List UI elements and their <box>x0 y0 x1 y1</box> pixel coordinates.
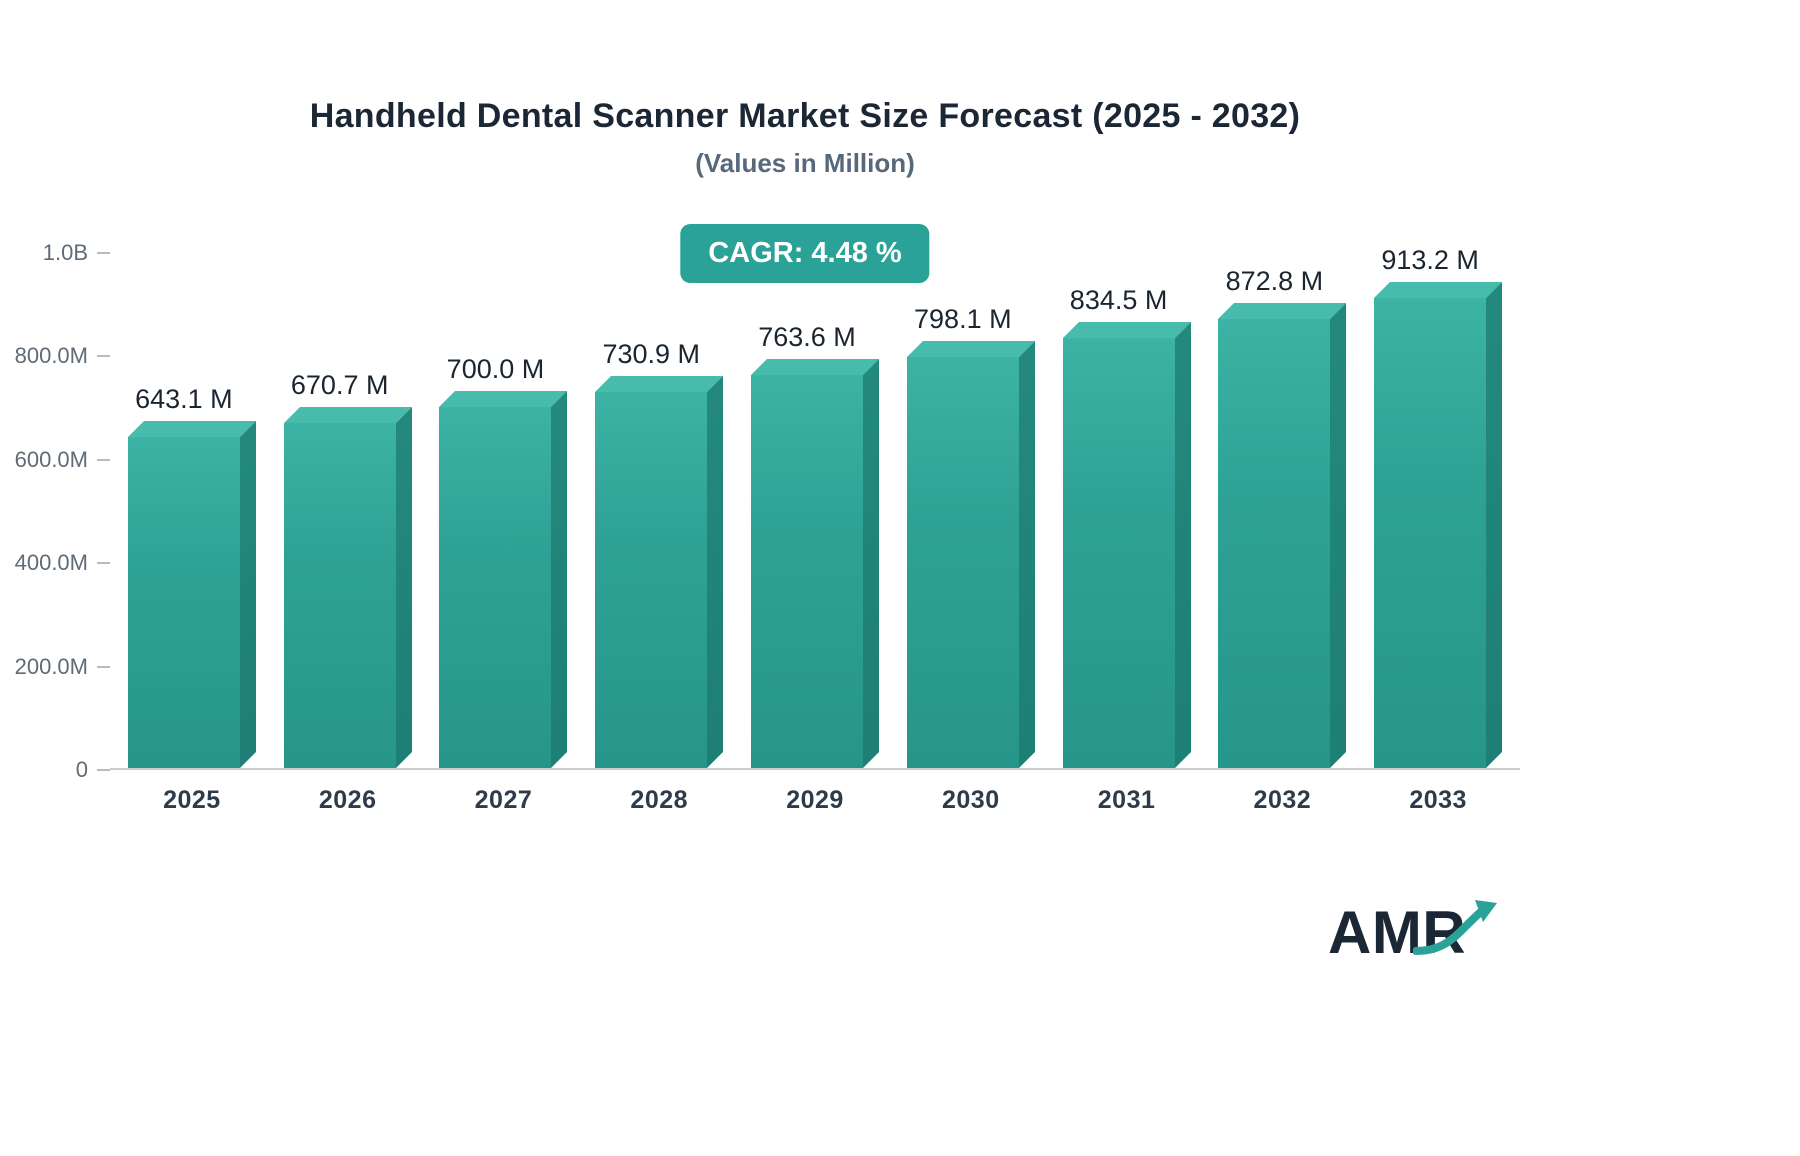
chart-subtitle: (Values in Million) <box>695 148 915 178</box>
bar-top-face <box>1374 282 1503 298</box>
x-axis-label-2027: 2027 <box>474 786 533 814</box>
bar-group-2029: 763.6 M <box>737 322 893 768</box>
bar-2027: 700.0 M <box>439 354 568 768</box>
bar-group-2026: 670.7 M <box>270 370 426 768</box>
bar-side-face <box>239 421 256 768</box>
bar-side-face <box>1174 322 1191 768</box>
y-tick-1.0B: 1.0B <box>43 240 110 266</box>
chart-title: Handheld Dental Scanner Market Size Fore… <box>309 97 1301 135</box>
y-tick-600.0M: 600.0M <box>15 447 110 473</box>
y-tick-label: 800.0M <box>14 343 88 369</box>
bar-group-2027: 700.0 M <box>426 354 582 768</box>
bar-value-label: 834.5 M <box>1069 285 1168 315</box>
bar-value-label: 798.1 M <box>914 304 1012 334</box>
x-axis-labels: 2025 2026 2027 2028 2029 2030 2031 2032 2033 <box>110 786 1520 815</box>
y-tick-mark <box>97 562 110 565</box>
y-tick-400.0M: 400.0M <box>15 550 110 576</box>
bar-side-face <box>863 359 880 768</box>
bar-value-label: 763.6 M <box>758 322 856 352</box>
bar-value-label: 730.9 M <box>602 339 701 369</box>
bar-top-face <box>127 421 256 437</box>
bar-front-face <box>127 437 240 768</box>
amr-logo-text: AMR <box>1328 899 1467 966</box>
x-axis-label-2026: 2026 <box>318 786 377 814</box>
bar-front-face <box>751 375 864 768</box>
bar-value-label: 700.0 M <box>446 354 545 384</box>
y-tick-label: 0 <box>75 757 88 782</box>
x-axis-label-2033: 2033 <box>1409 786 1467 814</box>
bar-2025: 643.1 M <box>127 384 256 768</box>
bar-2033: 913.2 M <box>1374 245 1503 768</box>
bar-front-face <box>1062 338 1175 768</box>
bar-front-face <box>439 407 552 768</box>
bar-value-label: 670.7 M <box>290 370 389 400</box>
y-tick-label: 600.0M <box>14 446 88 472</box>
y-tick-800.0M: 800.0M <box>15 343 110 369</box>
y-tick-label: 1.0B <box>42 240 88 265</box>
y-tick-mark <box>97 665 110 668</box>
bar-group-2031: 834.5 M <box>1049 285 1205 768</box>
y-tick-mark <box>97 355 110 358</box>
bar-top-face <box>439 391 568 407</box>
bar-side-face <box>551 391 568 768</box>
bar-group-2033: 913.2 M <box>1360 245 1516 768</box>
plot-area: 643.1 M 670.7 M 700.0 M 730.9 M 763.6 M 798.1… <box>110 245 1520 770</box>
y-tick-mark <box>97 769 110 771</box>
bar-top-face <box>1218 303 1347 319</box>
y-tick-mark <box>97 458 110 461</box>
bar-front-face <box>283 423 396 768</box>
bar-group-2025: 643.1 M <box>114 384 270 768</box>
x-axis-label-2032: 2032 <box>1253 786 1312 814</box>
amr-logo: AMR <box>1328 898 1498 970</box>
x-axis-label-2031: 2031 <box>1097 786 1156 814</box>
y-tick-mark <box>97 252 110 254</box>
bar-front-face <box>906 357 1019 768</box>
bar-2028: 730.9 M <box>595 339 724 768</box>
x-axis-label-2029: 2029 <box>786 786 844 814</box>
bar-2032: 872.8 M <box>1218 266 1347 768</box>
bar-group-2032: 872.8 M <box>1204 266 1360 768</box>
y-tick-200.0M: 200.0M <box>15 654 110 680</box>
x-axis-label-2025: 2025 <box>163 786 221 814</box>
bar-value-label: 872.8 M <box>1225 266 1324 296</box>
bar-front-face <box>595 392 708 768</box>
bar-value-label: 913.2 M <box>1381 245 1479 275</box>
cagr-badge: CAGR: 4.48 % <box>680 224 930 283</box>
bar-value-label: 643.1 M <box>135 384 233 414</box>
bar-front-face <box>1374 298 1487 768</box>
x-axis-label-2028: 2028 <box>630 786 689 814</box>
bar-side-face <box>395 407 412 768</box>
bar-2030: 798.1 M <box>906 304 1035 768</box>
bar-2029: 763.6 M <box>751 322 880 768</box>
bar-top-face <box>283 407 412 423</box>
y-tick-label: 400.0M <box>14 550 88 576</box>
bar-side-face <box>707 376 724 768</box>
bar-top-face <box>595 376 724 392</box>
bar-2026: 670.7 M <box>283 370 412 768</box>
y-tick-0: 0 <box>76 757 110 783</box>
bar-top-face <box>906 341 1035 357</box>
bar-side-face <box>1486 282 1503 768</box>
bar-top-face <box>751 359 880 375</box>
bar-chart: 0 200.0M 400.0M 600.0M 800.0M 1.0B 643.1 M 670… <box>15 240 1520 815</box>
y-tick-label: 200.0M <box>14 653 88 679</box>
bar-group-2030: 798.1 M <box>893 304 1049 768</box>
bar-top-face <box>1062 322 1191 338</box>
y-axis: 0 200.0M 400.0M 600.0M 800.0M 1.0B <box>15 240 110 782</box>
bar-side-face <box>1018 341 1035 768</box>
bar-front-face <box>1218 319 1331 768</box>
cagr-badge-label: CAGR: 4.48 % <box>708 237 902 269</box>
bar-group-2028: 730.9 M <box>581 339 737 768</box>
bar-side-face <box>1330 303 1347 768</box>
x-axis-label-2030: 2030 <box>941 786 1000 814</box>
bar-2031: 834.5 M <box>1062 285 1191 768</box>
